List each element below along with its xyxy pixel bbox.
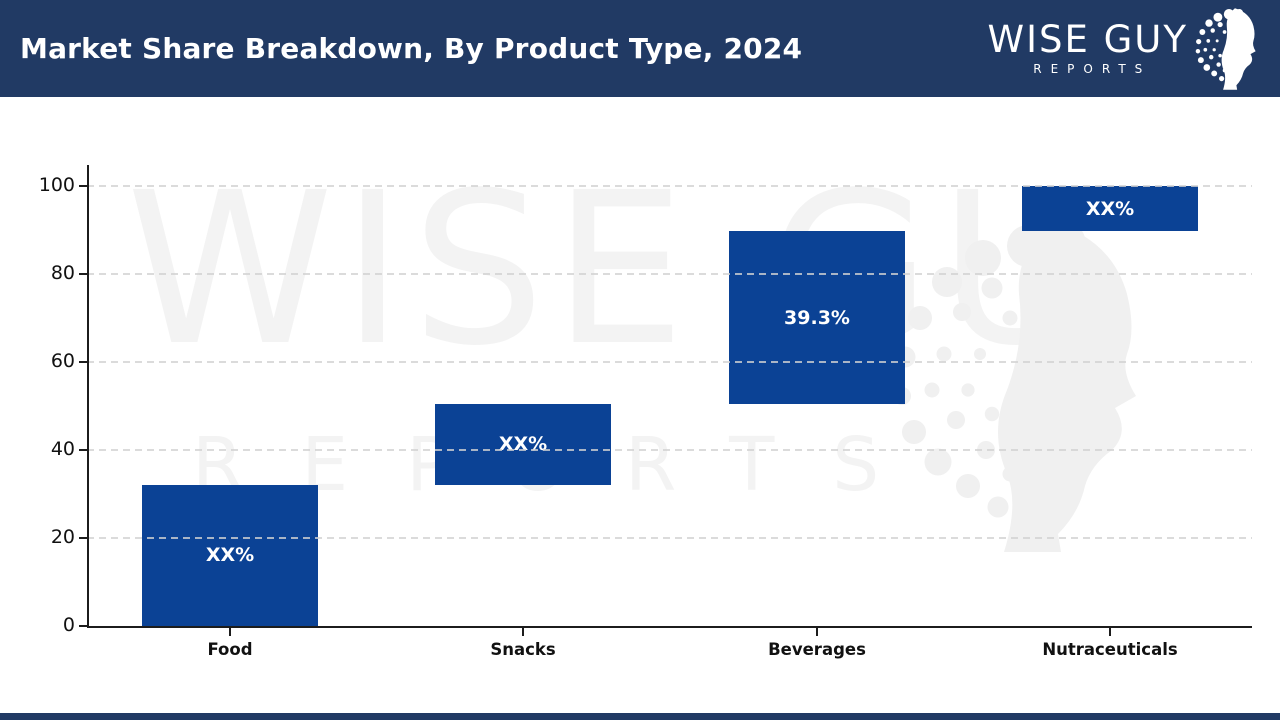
gridline-60 (87, 361, 1252, 363)
wiseguy-logo: WISE GUY REPORTS (988, 0, 1266, 97)
y-tick-label-40: 40 (50, 438, 75, 460)
gridline-80 (87, 273, 1252, 275)
chart-area: WISE GU REPORTS 020406080100XX%FoodXX%Sn… (0, 97, 1280, 713)
y-tickmark-40 (79, 449, 87, 451)
x-tickmark-2 (816, 628, 818, 636)
x-axis-line (87, 626, 1252, 628)
x-tickmark-3 (1109, 628, 1111, 636)
page-title: Market Share Breakdown, By Product Type,… (20, 32, 803, 65)
y-tickmark-60 (79, 361, 87, 363)
y-tickmark-80 (79, 273, 87, 275)
bar-value-label: XX% (1085, 197, 1135, 220)
bar-beverages: 39.3% (729, 231, 905, 405)
gridline-20 (87, 537, 1252, 539)
x-tickmark-1 (522, 628, 524, 636)
bar-nutraceuticals: XX% (1022, 186, 1198, 232)
y-axis-line (87, 165, 89, 628)
y-tick-label-0: 0 (62, 614, 75, 636)
y-tick-label-20: 20 (50, 526, 75, 548)
gridline-40 (87, 449, 1252, 451)
watermark-text: WISE GU (126, 147, 1101, 392)
logo-face-icon (1195, 7, 1256, 90)
logo-wordmark: WISE GUY (987, 18, 1188, 62)
x-category-label: Food (207, 640, 253, 659)
y-tick-label-80: 80 (50, 262, 75, 284)
logo-subtitle: REPORTS (1033, 61, 1152, 76)
y-tickmark-20 (79, 537, 87, 539)
y-tick-label-60: 60 (50, 350, 75, 372)
x-tickmark-0 (229, 628, 231, 636)
y-tickmark-100 (79, 185, 87, 187)
x-category-label: Nutraceuticals (1042, 640, 1178, 659)
x-category-label: Beverages (768, 640, 866, 659)
bar-value-label: 39.3% (784, 306, 850, 329)
watermark-face-icon (893, 222, 1136, 552)
y-tickmark-0 (79, 625, 87, 627)
gridline-100 (87, 185, 1252, 187)
bar-value-label: XX% (205, 544, 255, 567)
logo-text: WISE GUY REPORTS (987, 18, 1188, 76)
bar-value-label: XX% (498, 433, 548, 456)
header-bar: Market Share Breakdown, By Product Type,… (0, 0, 1280, 97)
bar-snacks: XX% (435, 404, 611, 485)
y-tick-label-100: 100 (38, 174, 75, 196)
footer-bar (0, 713, 1280, 720)
bar-food: XX% (142, 484, 318, 626)
x-category-label: Snacks (490, 640, 556, 659)
plot-area: 0 20 40 60 80 100 XX% Food XX% Snacks 39.3% Beverag… (0, 97, 1280, 713)
